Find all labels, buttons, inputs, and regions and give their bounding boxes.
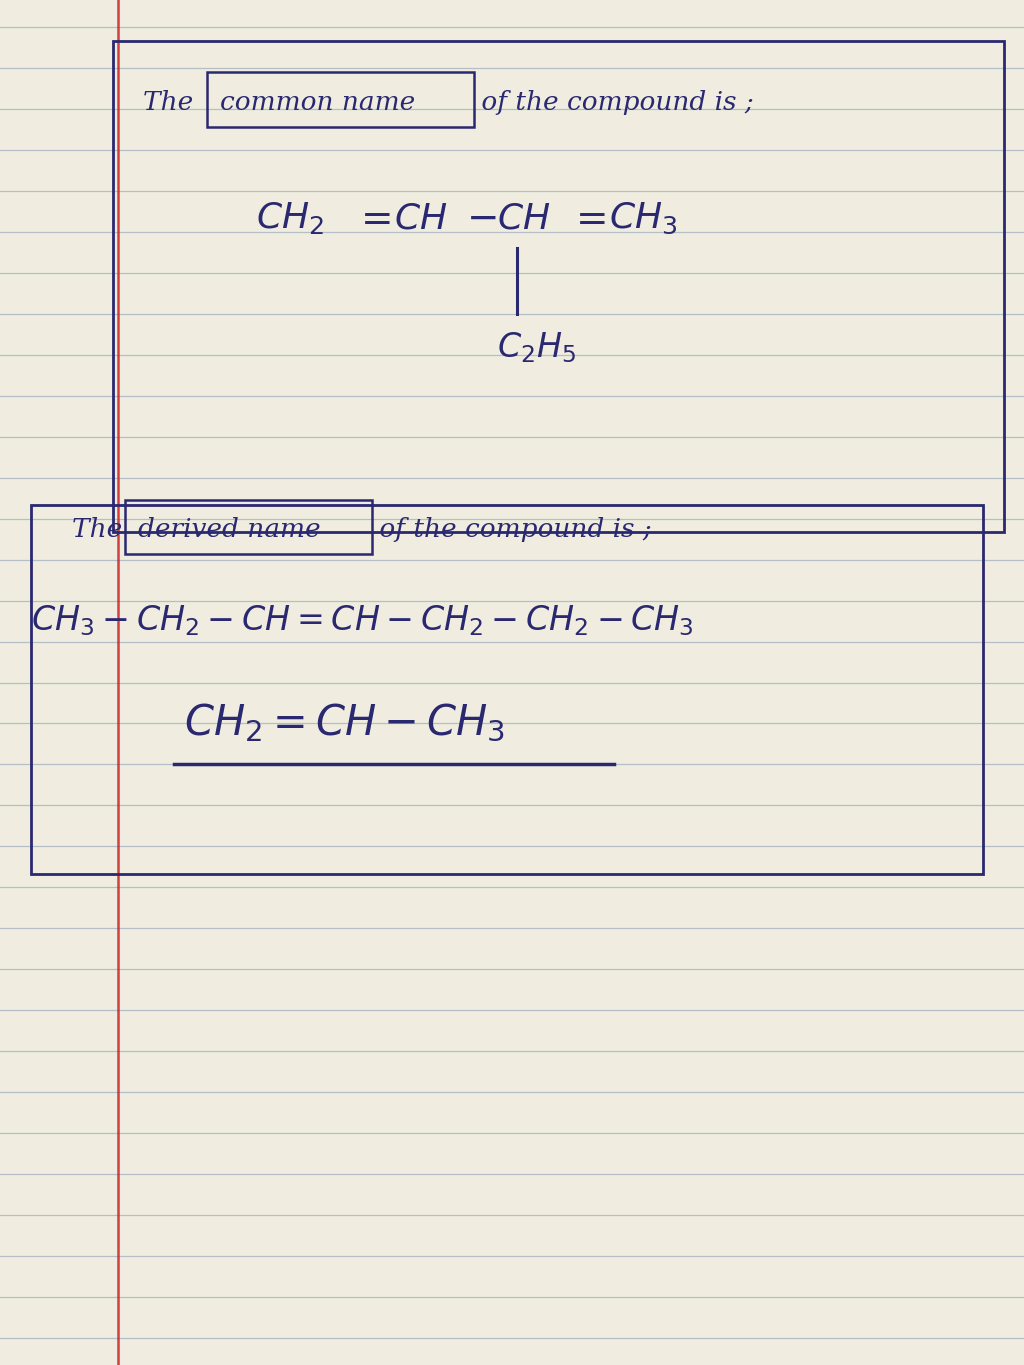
Text: $\mathit{CH_3}$: $\mathit{CH_3}$ (609, 201, 678, 236)
Text: $\mathit{CH}$: $\mathit{CH}$ (497, 202, 550, 235)
Text: $\mathit{CH_2}$$=$$\mathit{CH-CH_3}$: $\mathit{CH_2}$$=$$\mathit{CH-CH_3}$ (184, 703, 506, 744)
Text: $\mathit{CH}$: $\mathit{CH}$ (394, 202, 447, 235)
Text: The: The (72, 517, 130, 542)
Text: $-$: $-$ (466, 199, 497, 238)
Text: $\mathit{C_2H_5}$: $\mathit{C_2H_5}$ (497, 330, 575, 366)
Text: common name: common name (220, 90, 416, 115)
Text: The: The (143, 90, 202, 115)
Text: $=$: $=$ (568, 199, 606, 238)
Text: $\mathit{CH_2}$: $\mathit{CH_2}$ (256, 201, 324, 236)
Text: $=$: $=$ (353, 199, 391, 238)
Text: $\mathit{CH_3-CH_2-CH}$$=$$\mathit{CH-CH_2-CH_2-CH_3}$: $\mathit{CH_3-CH_2-CH}$$=$$\mathit{CH-CH… (31, 603, 693, 639)
Text: of the compound is ;: of the compound is ; (473, 90, 754, 115)
Bar (31, 505, 983, 874)
Text: of the compound is ;: of the compound is ; (371, 517, 651, 542)
Bar (113, 41, 1004, 532)
Text: derived name: derived name (138, 517, 321, 542)
